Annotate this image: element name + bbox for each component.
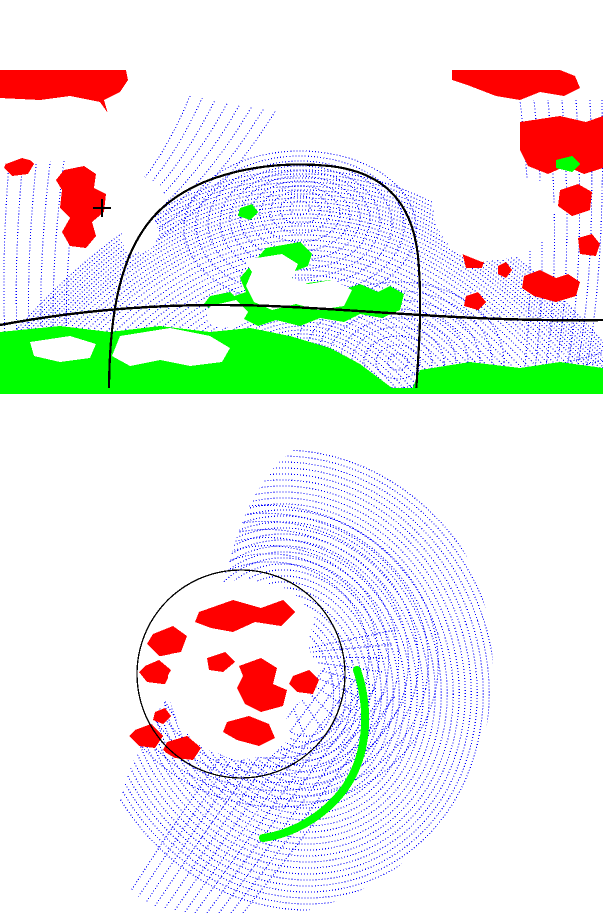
baseline-strip	[0, 388, 603, 394]
boundary-curves-bottom	[136, 569, 346, 779]
bottom-panel-figure	[95, 430, 515, 913]
class-low-band-bottom	[259, 666, 370, 842]
class-null-regions-top	[0, 96, 556, 366]
lower-chord	[0, 303, 603, 327]
top-panel-figure	[0, 70, 603, 394]
class-high-overlay-bottom	[131, 600, 319, 760]
crosshair-marker	[93, 199, 111, 217]
upper-arc	[107, 163, 422, 394]
boundary-curves-top	[0, 163, 603, 394]
limb-circle	[136, 569, 346, 779]
top-panel-svg	[0, 70, 603, 394]
bottom-panel-svg	[95, 430, 515, 913]
